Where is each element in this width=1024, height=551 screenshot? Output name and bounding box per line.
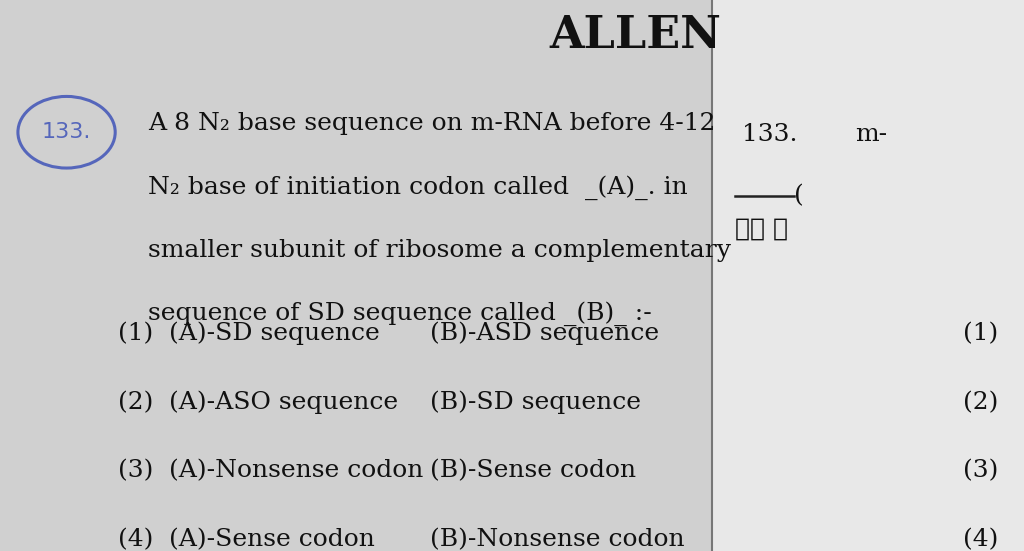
Text: A 8 N₂ base sequence on m-RNA before 4-12: A 8 N₂ base sequence on m-RNA before 4-1… — [148, 112, 716, 136]
Text: N₂ base of initiation codon called  _(A)_. in: N₂ base of initiation codon called _(A)_… — [148, 175, 688, 199]
Text: (A)-Sense codon: (A)-Sense codon — [169, 528, 375, 551]
Text: (A)-ASO sequence: (A)-ASO sequence — [169, 391, 398, 414]
Text: (B)-ASD sequence: (B)-ASD sequence — [430, 322, 659, 345]
Text: (2): (2) — [963, 391, 998, 414]
Text: ALLEN: ALLEN — [549, 14, 721, 57]
Text: (4): (4) — [118, 528, 154, 551]
Text: का व: का व — [735, 217, 788, 241]
Text: 133.: 133. — [742, 123, 798, 147]
Text: (3): (3) — [118, 460, 154, 483]
Text: (B)-SD sequence: (B)-SD sequence — [430, 391, 641, 414]
Text: (3): (3) — [963, 460, 998, 483]
Bar — [0, 0, 712, 551]
Text: (1): (1) — [118, 322, 153, 345]
Text: (2): (2) — [118, 391, 154, 414]
Text: (A)-Nonsense codon: (A)-Nonsense codon — [169, 460, 423, 483]
Text: m-: m- — [855, 123, 887, 147]
Text: (B)-Sense codon: (B)-Sense codon — [430, 460, 636, 483]
Text: (B)-Nonsense codon: (B)-Nonsense codon — [430, 528, 685, 551]
Text: sequence of SD sequence called _(B)_ :-: sequence of SD sequence called _(B)_ :- — [148, 302, 652, 326]
Text: (4): (4) — [963, 528, 998, 551]
Text: (: ( — [794, 184, 804, 207]
Text: (A)-SD sequence: (A)-SD sequence — [169, 322, 380, 345]
Text: (1): (1) — [964, 322, 998, 345]
Text: smaller subunit of ribosome a complementary: smaller subunit of ribosome a complement… — [148, 239, 731, 262]
Text: 133.: 133. — [42, 122, 91, 142]
Bar — [712, 0, 1024, 551]
